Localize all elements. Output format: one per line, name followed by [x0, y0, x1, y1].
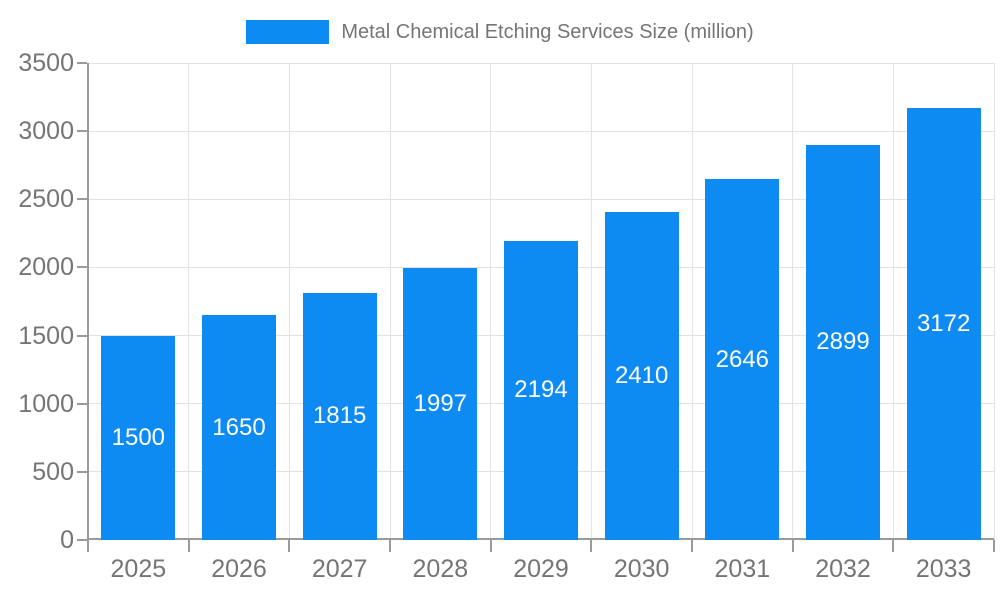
bar-2029[interactable]: 2194	[504, 240, 578, 540]
bar-2025[interactable]: 1500	[101, 335, 176, 540]
x-tick	[993, 540, 995, 552]
y-tick	[77, 539, 87, 541]
bar-value-label: 1815	[312, 402, 367, 430]
y-axis-label: 1500	[18, 321, 74, 350]
x-tick	[489, 540, 492, 552]
x-axis-label: 2026	[211, 555, 267, 583]
x-gridline	[188, 63, 190, 540]
y-axis-label: 3500	[18, 49, 74, 77]
y-tick	[77, 402, 87, 405]
bar-2028[interactable]: 1997	[403, 267, 478, 540]
x-gridline	[691, 63, 693, 540]
y-axis-label: 2000	[18, 253, 74, 282]
x-axis-label: 2032	[815, 555, 871, 583]
bar-value-label: 1997	[413, 389, 468, 417]
y-tick	[77, 198, 87, 201]
x-axis-label: 2028	[412, 555, 469, 583]
x-tick	[288, 540, 291, 552]
y-tick	[77, 130, 87, 133]
bar-2030[interactable]: 2410	[604, 211, 679, 540]
x-axis-label: 2029	[513, 555, 569, 583]
x-tick	[791, 540, 794, 552]
bar-2031[interactable]: 2646	[705, 179, 780, 540]
legend-swatch	[246, 20, 330, 44]
y-axis-label: 500	[32, 457, 74, 486]
bar-value-label: 1650	[212, 413, 266, 441]
x-tick	[187, 540, 190, 552]
x-gridline	[590, 63, 592, 540]
x-gridline	[288, 63, 290, 540]
x-axis-label: 2025	[110, 555, 167, 583]
x-gridline	[490, 63, 492, 540]
x-tick	[590, 540, 593, 552]
bar-value-label: 2646	[715, 345, 770, 373]
legend-series-label: Metal Chemical Etching Services Size (mi…	[341, 21, 754, 43]
x-axis-label: 2027	[311, 555, 368, 583]
y-axis-label: 0	[60, 526, 74, 554]
bar-2033[interactable]: 3172	[906, 107, 981, 540]
x-axis-label: 2030	[613, 555, 670, 583]
y-gridline	[88, 62, 994, 64]
y-tick	[77, 266, 87, 269]
bar-value-label: 2899	[816, 328, 870, 356]
bar-2026[interactable]: 1650	[202, 315, 276, 540]
y-axis-label: 2500	[18, 185, 74, 214]
y-tick	[77, 62, 87, 64]
y-gridline	[88, 198, 994, 200]
bar-2032[interactable]: 2899	[806, 144, 880, 540]
x-axis-label: 2031	[714, 555, 771, 583]
y-axis-line	[87, 63, 89, 552]
y-tick	[77, 334, 87, 337]
bar-value-label: 3172	[916, 309, 971, 337]
x-tick	[691, 540, 693, 552]
legend[interactable]: Metal Chemical Etching Services Size (mi…	[0, 20, 1000, 44]
bar-value-label: 1500	[111, 423, 166, 451]
y-tick	[77, 470, 87, 473]
bar-2027[interactable]: 1815	[302, 292, 377, 540]
x-gridline	[993, 63, 995, 540]
bar-value-label: 2194	[514, 376, 568, 404]
x-tick	[892, 540, 895, 552]
bar-value-label: 2410	[614, 361, 669, 389]
plot-area: 1500 1650 1815 1997 2194 2410 2646 2899 3172	[77, 62, 995, 552]
y-axis-label: 3000	[18, 117, 74, 146]
y-axis-label: 1000	[18, 389, 74, 418]
x-axis-label: 2033	[915, 555, 972, 583]
x-gridline	[892, 63, 894, 540]
x-tick	[389, 540, 391, 552]
y-gridline	[88, 130, 994, 132]
x-gridline	[389, 63, 391, 540]
x-gridline	[792, 63, 794, 540]
